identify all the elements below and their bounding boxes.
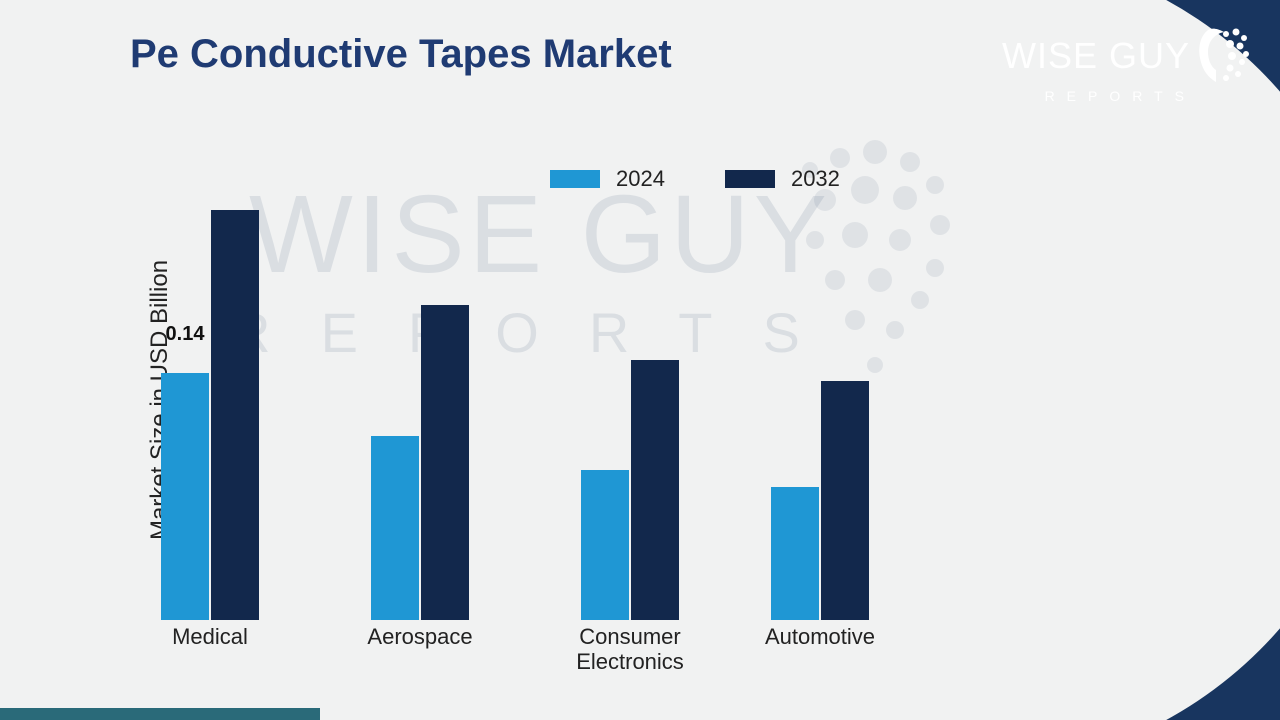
chart-plot-area: 0.14 [110, 210, 930, 620]
legend: 2024 2032 [550, 166, 840, 192]
logo-sub-text: REPORTS [1002, 88, 1196, 104]
category-label: Medical [110, 624, 310, 649]
chart-canvas: WISE GUY REPORTS Pe Conductive Tapes Mar… [0, 0, 1280, 720]
bar [771, 487, 819, 620]
x-axis-labels: Medical Aerospace ConsumerElectronicsAutom… [110, 624, 930, 674]
legend-label-2032: 2032 [791, 166, 840, 192]
bar [161, 373, 209, 620]
legend-label-2024: 2024 [616, 166, 665, 192]
legend-item-2024: 2024 [550, 166, 665, 192]
category-label: Automotive [720, 624, 920, 649]
bar [581, 470, 629, 620]
bar [821, 381, 869, 620]
bar [371, 436, 419, 620]
legend-swatch-2032 [725, 170, 775, 188]
bar [211, 210, 259, 620]
category-label: ConsumerElectronics [530, 624, 730, 675]
brand-logo: WISE GUY REPORTS [1002, 26, 1250, 104]
logo-main-text: WISE GUY [1002, 35, 1190, 77]
chart-title: Pe Conductive Tapes Market [130, 32, 672, 77]
legend-item-2032: 2032 [725, 166, 840, 192]
bar [631, 360, 679, 620]
accent-strip [0, 708, 320, 720]
value-label: 0.14 [166, 323, 205, 346]
bar [421, 305, 469, 620]
legend-swatch-2024 [550, 170, 600, 188]
logo-head-icon [1196, 26, 1250, 86]
category-label: Aerospace [320, 624, 520, 649]
